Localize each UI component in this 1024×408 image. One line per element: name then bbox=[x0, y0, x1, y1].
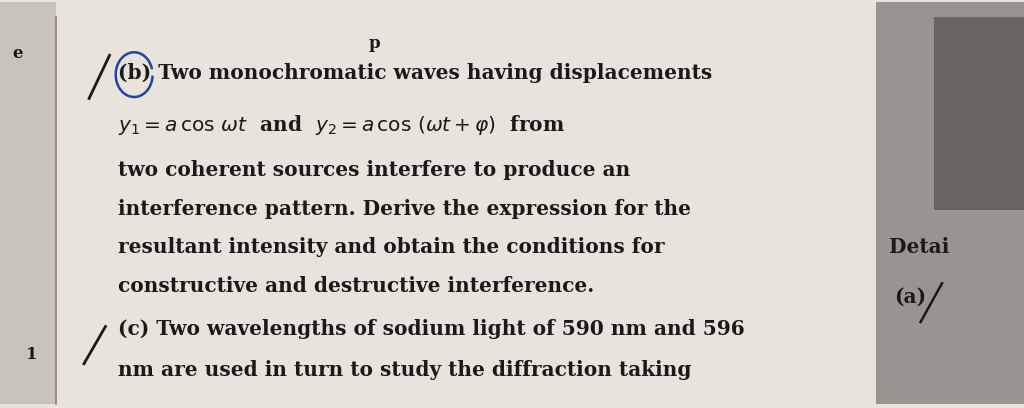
Text: (b) Two monochromatic waves having displacements: (b) Two monochromatic waves having displ… bbox=[118, 63, 712, 83]
Text: Detai: Detai bbox=[889, 237, 949, 257]
Text: (a): (a) bbox=[894, 287, 926, 307]
Text: interference pattern. Derive the expression for the: interference pattern. Derive the express… bbox=[118, 199, 691, 219]
Text: two coherent sources interfere to produce an: two coherent sources interfere to produc… bbox=[118, 160, 630, 180]
Bar bbox=[934, 16, 1024, 210]
Bar bbox=[876, 2, 1024, 404]
Text: 1: 1 bbox=[26, 346, 37, 363]
Text: constructive and destructive interference.: constructive and destructive interferenc… bbox=[118, 276, 594, 296]
Text: (c) Two wavelengths of sodium light of 590 nm and 596: (c) Two wavelengths of sodium light of 5… bbox=[118, 319, 744, 339]
Text: p: p bbox=[369, 35, 380, 52]
Text: resultant intensity and obtain the conditions for: resultant intensity and obtain the condi… bbox=[118, 237, 665, 257]
Text: e: e bbox=[12, 45, 23, 62]
Text: nm are used in turn to study the diffraction taking: nm are used in turn to study the diffrac… bbox=[118, 360, 691, 380]
Bar bbox=[0, 2, 56, 404]
Text: $y_1 = a\,\cos\,\omega t$  and  $y_2 = a\,\cos\,(\omega t + \varphi)$  from: $y_1 = a\,\cos\,\omega t$ and $y_2 = a\,… bbox=[118, 113, 565, 137]
